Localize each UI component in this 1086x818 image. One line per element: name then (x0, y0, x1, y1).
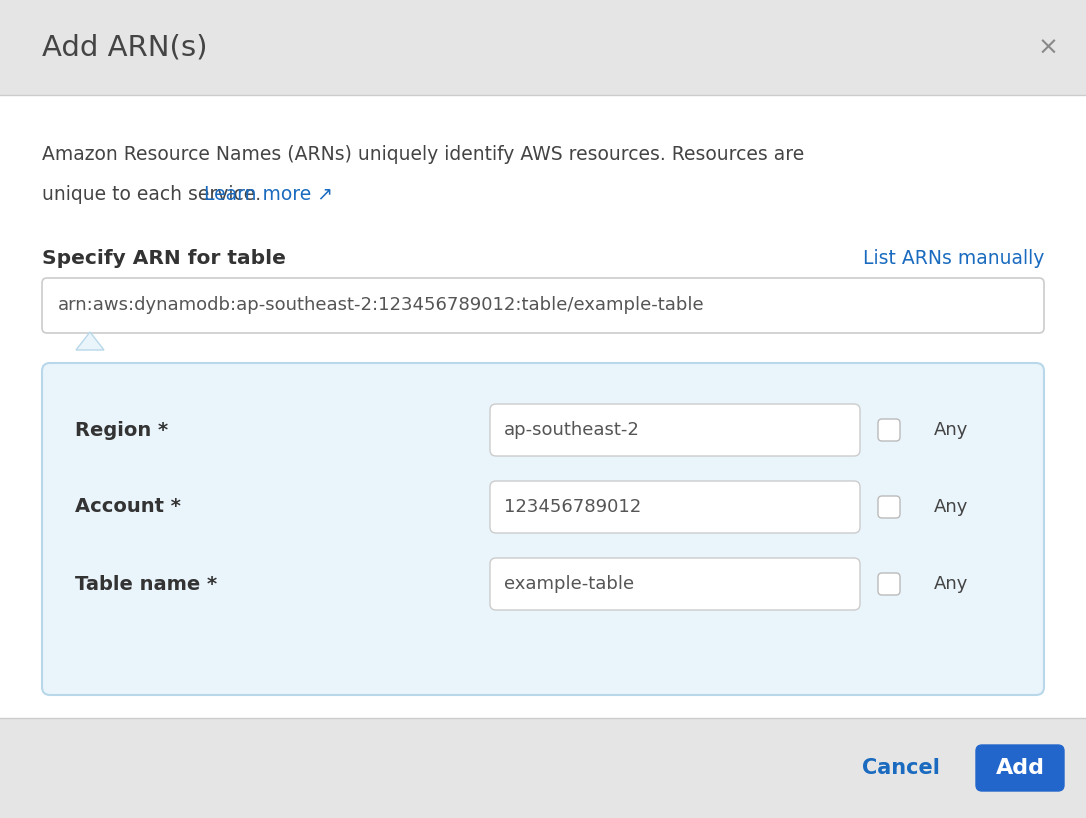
Text: example-table: example-table (504, 575, 634, 593)
Text: Amazon Resource Names (ARNs) uniquely identify AWS resources. Resources are: Amazon Resource Names (ARNs) uniquely id… (42, 146, 805, 164)
Text: Any: Any (934, 575, 969, 593)
Polygon shape (76, 332, 104, 350)
Text: ×: × (1037, 35, 1059, 60)
FancyBboxPatch shape (490, 481, 860, 533)
Text: ap-southeast-2: ap-southeast-2 (504, 421, 640, 439)
Text: List ARNs manually: List ARNs manually (862, 249, 1044, 267)
FancyBboxPatch shape (42, 278, 1044, 333)
FancyBboxPatch shape (877, 496, 900, 518)
Text: Any: Any (934, 498, 969, 516)
Text: 123456789012: 123456789012 (504, 498, 641, 516)
Text: Learn more ↗: Learn more ↗ (204, 186, 333, 204)
Text: unique to each service.: unique to each service. (42, 186, 261, 204)
Text: arn:aws:dynamodb:ap-southeast-2:123456789012:table/example-table: arn:aws:dynamodb:ap-southeast-2:12345678… (58, 296, 705, 314)
Text: Cancel: Cancel (862, 758, 940, 778)
Text: Any: Any (934, 421, 969, 439)
Text: Add ARN(s): Add ARN(s) (42, 34, 207, 61)
Text: Add: Add (996, 758, 1045, 778)
Text: Region *: Region * (75, 420, 168, 439)
FancyBboxPatch shape (42, 363, 1044, 695)
FancyBboxPatch shape (877, 573, 900, 595)
Text: Table name *: Table name * (75, 574, 217, 594)
Bar (0, 718, 1086, 818)
Bar (0, 95, 1086, 718)
FancyBboxPatch shape (976, 745, 1064, 791)
Text: Account *: Account * (75, 497, 181, 516)
FancyBboxPatch shape (490, 558, 860, 610)
Bar (0, 0, 1086, 95)
FancyBboxPatch shape (877, 419, 900, 441)
Text: Specify ARN for table: Specify ARN for table (42, 249, 286, 267)
FancyBboxPatch shape (490, 404, 860, 456)
